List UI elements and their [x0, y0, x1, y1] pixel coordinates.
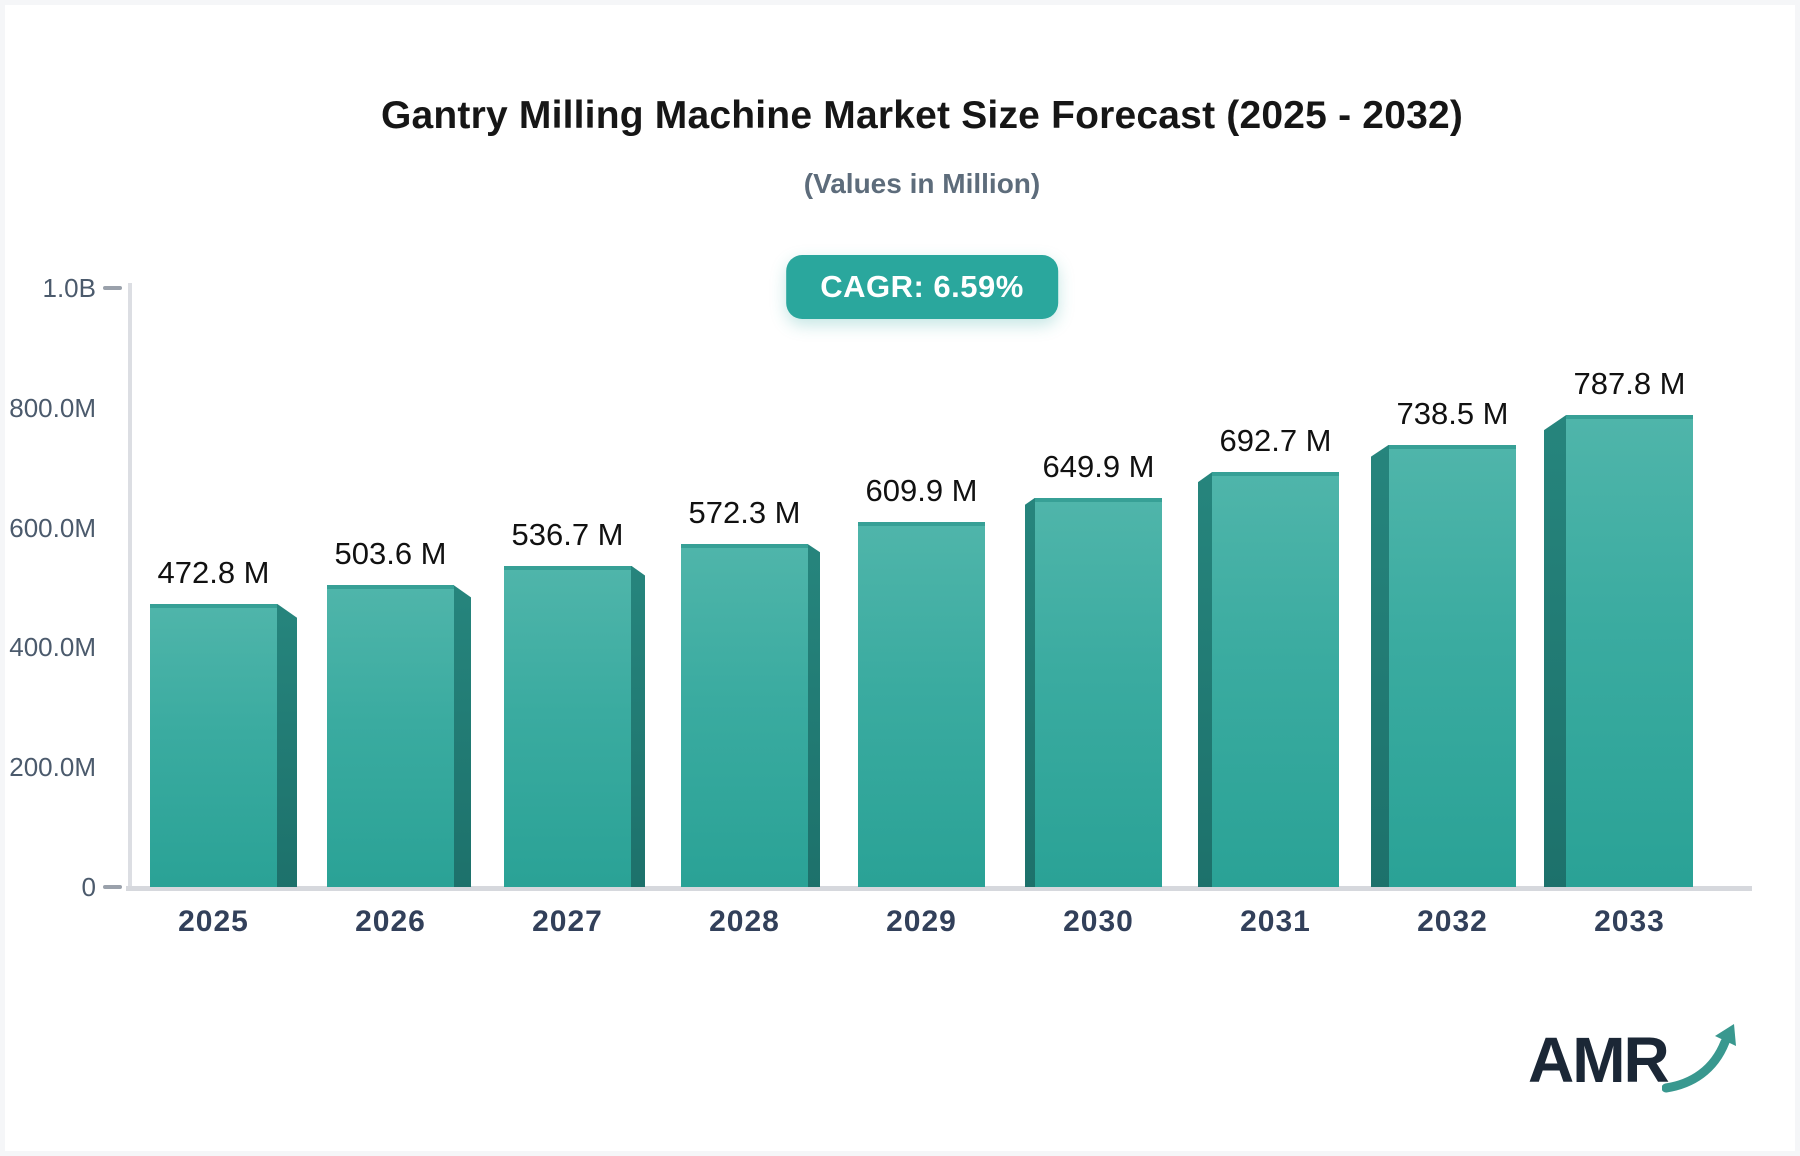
bar-2028 — [681, 544, 808, 887]
y-axis-label-400.0M: 400.0M — [9, 632, 96, 663]
bar-2031 — [1212, 472, 1339, 887]
y-axis-label-600.0M: 600.0M — [9, 512, 96, 543]
y-axis-label-0: 0 — [81, 872, 96, 902]
bar-2030 — [1035, 497, 1162, 887]
x-axis-label-2027: 2027 — [532, 905, 603, 938]
value-label-2028: 572.3 M — [688, 495, 801, 531]
bar-side-2028 — [808, 544, 820, 887]
bar-2025 — [150, 603, 277, 887]
y-axis-label-800.0M: 800.0M — [9, 392, 96, 423]
x-axis-label-2025: 2025 — [178, 905, 249, 938]
bar-side-2027 — [631, 565, 645, 887]
x-axis-label-2028: 2028 — [709, 905, 780, 938]
bar-side-2030 — [1025, 497, 1035, 887]
x-axis-label-2031: 2031 — [1240, 905, 1311, 938]
value-label-2030: 649.9 M — [1042, 448, 1155, 484]
bar-2032 — [1389, 444, 1516, 887]
x-axis-line — [126, 886, 1752, 891]
bar-2029 — [858, 521, 985, 887]
x-axis-label-2029: 2029 — [886, 905, 957, 938]
x-axis-label-2032: 2032 — [1417, 905, 1488, 938]
y-axis-tick — [103, 286, 122, 290]
x-axis-label-2030: 2030 — [1063, 905, 1134, 938]
y-axis-label-200.0M: 200.0M — [9, 752, 96, 783]
value-label-2033: 787.8 M — [1573, 366, 1686, 402]
value-label-2029: 609.9 M — [865, 472, 978, 508]
trending-up-arrow-icon — [1661, 1024, 1736, 1093]
amr-logo-text: AMR — [1528, 1024, 1670, 1096]
bar-side-2025 — [277, 603, 297, 887]
value-label-2026: 503.6 M — [334, 536, 447, 572]
bar-side-2032 — [1371, 444, 1389, 887]
bar-2033 — [1566, 415, 1693, 887]
value-label-2027: 536.7 M — [511, 516, 624, 552]
value-label-2032: 738.5 M — [1396, 395, 1509, 431]
value-label-2025: 472.8 M — [157, 554, 270, 590]
bar-side-2026 — [454, 585, 471, 887]
bar-side-2031 — [1198, 472, 1212, 887]
cagr-badge: CAGR: 6.59% — [786, 255, 1058, 319]
x-axis-label-2026: 2026 — [355, 905, 426, 938]
bar-2027 — [504, 565, 631, 887]
amr-logo: AMR — [1528, 1024, 1748, 1096]
y-axis-line — [128, 283, 132, 891]
chart-title: Gantry Milling Machine Market Size Forec… — [380, 94, 1464, 137]
bar-2026 — [327, 585, 454, 887]
x-axis-label-2033: 2033 — [1594, 905, 1665, 938]
bar-side-2033 — [1544, 415, 1566, 887]
chart-subtitle: (Values in Million) — [803, 168, 1041, 199]
y-axis-label-1.0B: 1.0B — [42, 273, 97, 303]
value-label-2031: 692.7 M — [1219, 423, 1332, 459]
y-axis-tick — [103, 885, 122, 889]
